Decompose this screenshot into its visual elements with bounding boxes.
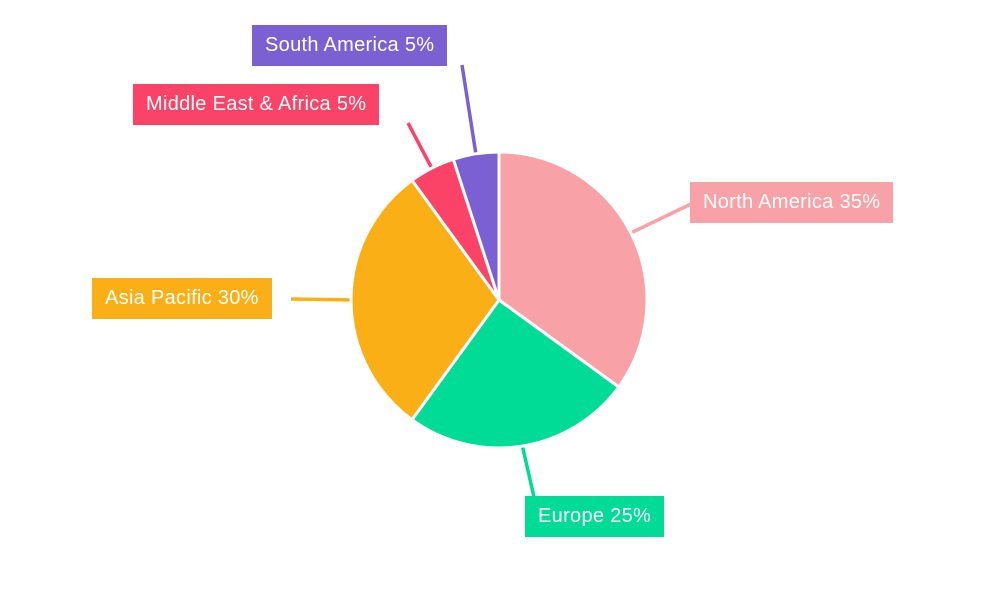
- leader-line-europe: [519, 441, 536, 498]
- callout-asia-pacific: Asia Pacific 30%: [92, 278, 272, 319]
- callout-middle-east-africa: Middle East & Africa 5%: [133, 84, 380, 125]
- leader-line-south-america: [460, 64, 479, 159]
- pie-slice-north-america[interactable]: [497, 150, 649, 389]
- leader-lines-group: [290, 64, 692, 498]
- callout-europe: Europe 25%: [525, 496, 665, 537]
- callout-south-america: South America 5%: [252, 25, 448, 66]
- leader-line-asia-pacific: [290, 297, 356, 302]
- pie-slice-south-america[interactable]: [451, 150, 501, 302]
- pie-slice-europe[interactable]: [410, 298, 621, 450]
- pie-slices-group: [349, 150, 649, 450]
- pie-slice-asia-pacific[interactable]: [349, 178, 501, 422]
- callout-north-america: North America 35%: [690, 182, 894, 223]
- leader-line-middle-east-africa: [406, 122, 436, 173]
- leader-line-north-america: [626, 202, 692, 237]
